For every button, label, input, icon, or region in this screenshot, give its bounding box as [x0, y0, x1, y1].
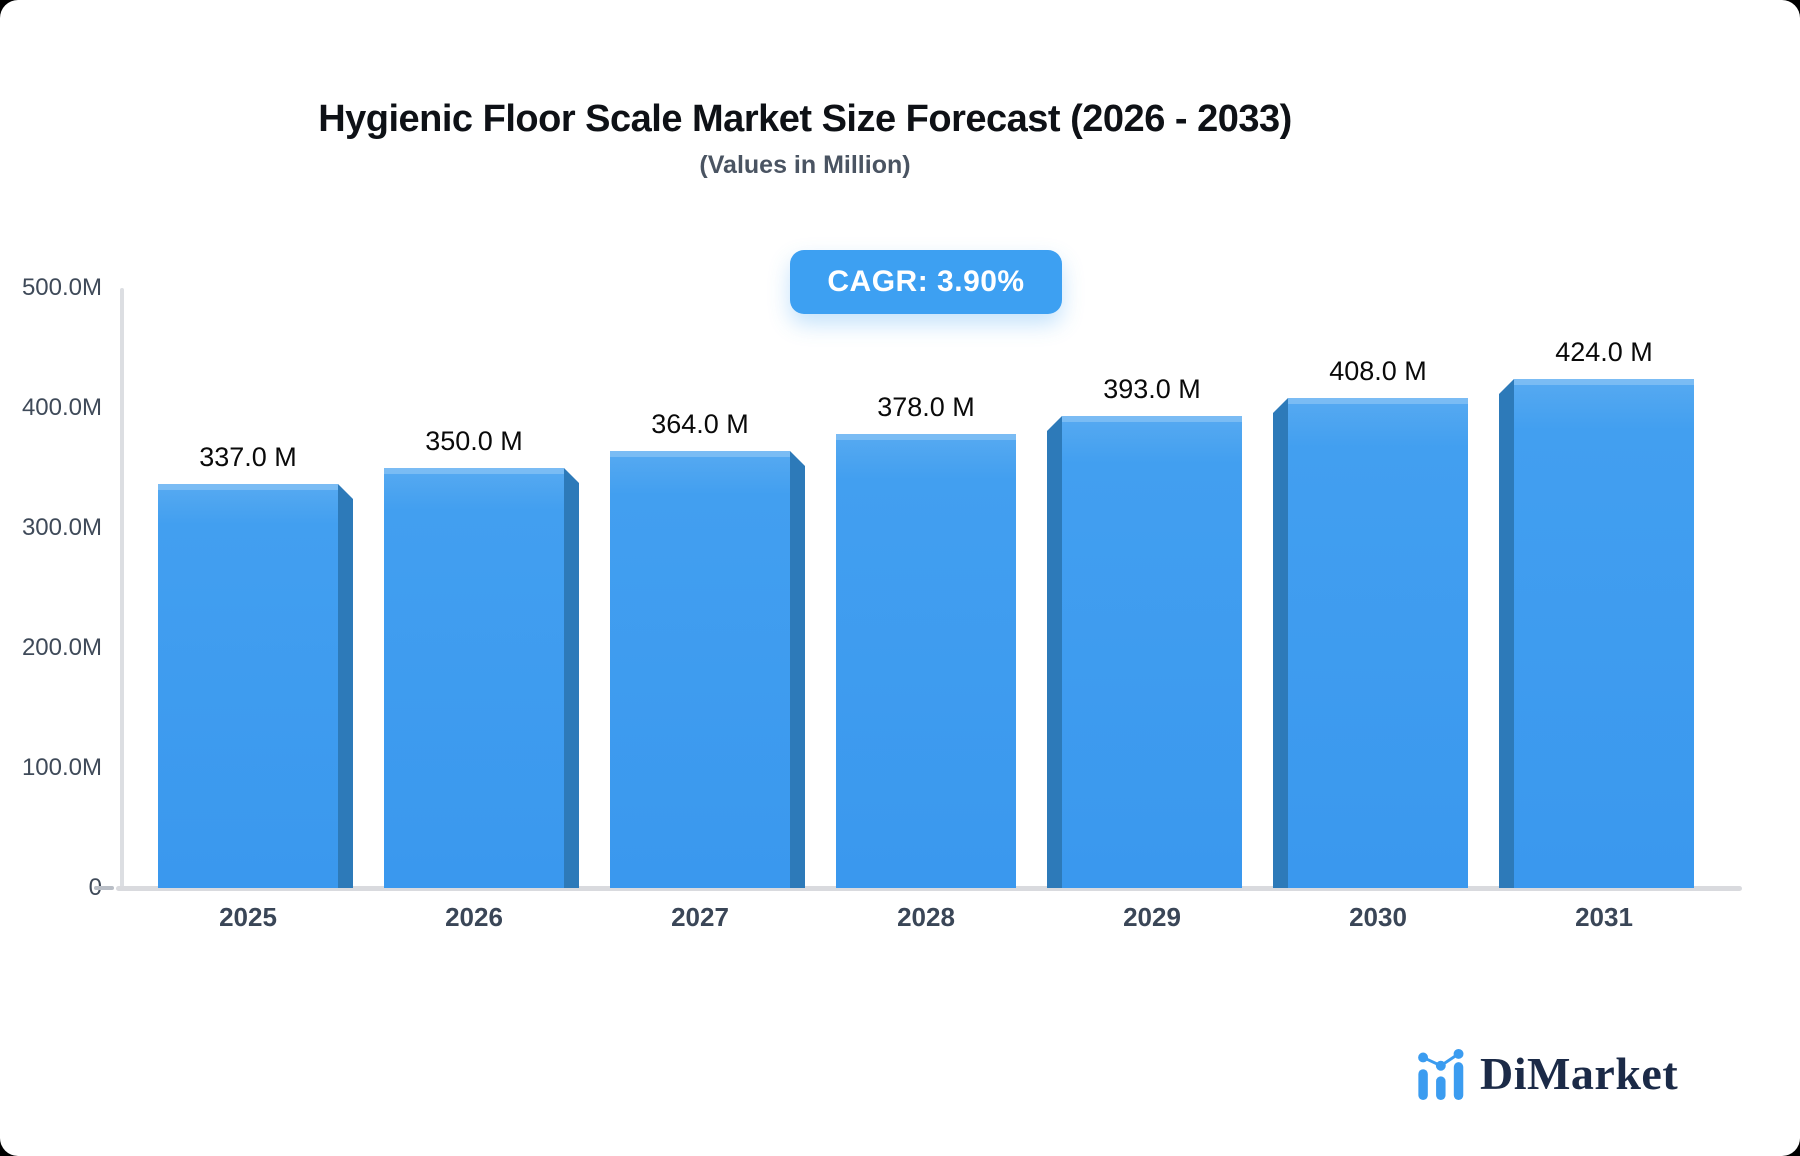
y-axis-tick-label: 100.0M	[21, 754, 102, 781]
bar-2031	[1499, 379, 1694, 888]
page-subtitle: (Values in Million)	[699, 151, 911, 179]
y-axis-tick-label: 500.0M	[21, 274, 102, 301]
cagr-badge: CAGR: 3.90%	[790, 250, 1062, 314]
bar-value-label: 350.0 M	[425, 426, 523, 456]
bar-side-face	[338, 484, 353, 888]
bar-2029	[1047, 416, 1242, 888]
chart-header: Hygienic Floor Scale Market Size Forecas…	[0, 0, 1610, 180]
bar-face	[836, 434, 1016, 888]
bar-2025	[158, 484, 353, 888]
bar-value-label: 393.0 M	[1103, 374, 1201, 404]
bar-side-face	[790, 451, 805, 888]
bar-side-face	[1499, 379, 1514, 888]
bar-value-label: 364.0 M	[651, 409, 749, 439]
bar-value-label: 337.0 M	[199, 442, 297, 472]
x-axis-label: 2026	[445, 902, 503, 932]
bar-face	[1062, 416, 1242, 888]
bar-value-label: 424.0 M	[1555, 337, 1653, 367]
bar-side-face	[1273, 398, 1288, 888]
bar-value-label: 378.0 M	[877, 392, 975, 422]
x-axis-label: 2031	[1575, 902, 1633, 932]
bar-2030	[1273, 398, 1468, 888]
bar-value-label: 408.0 M	[1329, 356, 1427, 386]
bar-face	[1288, 398, 1468, 888]
x-axis-label: 2028	[897, 902, 955, 932]
x-axis-label: 2030	[1349, 902, 1407, 932]
logo-text: DiMarket	[1480, 1048, 1679, 1099]
x-axis-label: 2027	[671, 902, 729, 932]
y-axis-tick-label: 300.0M	[21, 514, 102, 541]
y-axis-tick-label: 0	[0, 872, 102, 904]
bar-face	[610, 451, 790, 888]
x-axis-label: 2029	[1123, 902, 1181, 932]
bar-side-face	[564, 468, 579, 888]
bar-side-face	[1047, 416, 1062, 888]
y-axis-line	[120, 288, 124, 888]
zero-tick-dash	[94, 886, 114, 890]
x-axis-label: 2025	[219, 902, 277, 932]
bar-face	[158, 484, 338, 888]
x-axis-baseline	[116, 886, 1742, 891]
bar-2028	[836, 434, 1016, 888]
y-axis-tick-label: 200.0M	[21, 634, 102, 661]
bar-2026	[384, 468, 579, 888]
page-title: Hygienic Floor Scale Market Size Forecas…	[318, 98, 1292, 140]
mini-bar-chart-trend-icon	[1418, 1048, 1464, 1100]
bar-face	[384, 468, 564, 888]
cagr-badge-label: CAGR: 3.90%	[827, 265, 1025, 298]
bar-face	[1514, 379, 1694, 888]
y-axis-tick-label: 400.0M	[21, 394, 102, 421]
bar-2027	[610, 451, 805, 888]
logo: DiMarket	[1416, 1048, 1678, 1100]
